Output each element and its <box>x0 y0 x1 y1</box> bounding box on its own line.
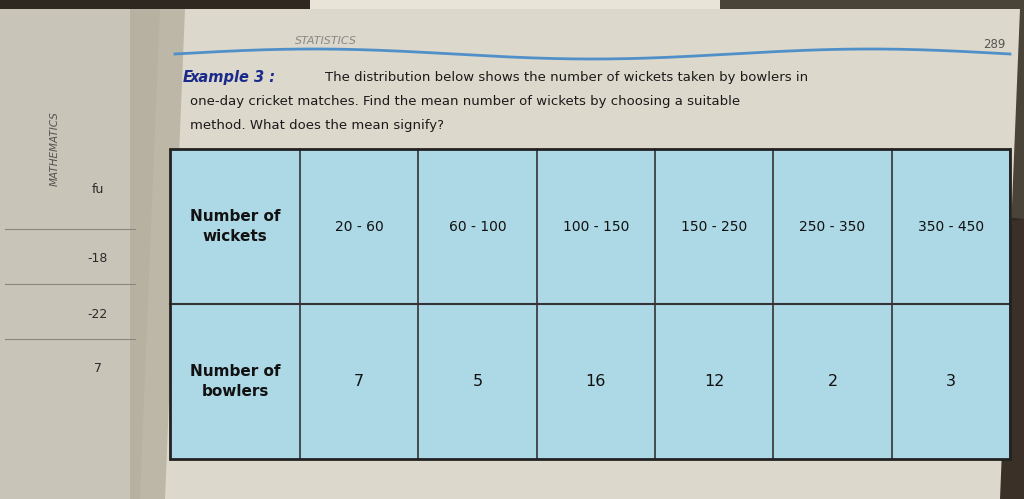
Text: 2: 2 <box>827 374 838 389</box>
Text: E: E <box>183 69 193 84</box>
Text: 350 - 450: 350 - 450 <box>918 220 984 234</box>
Text: MATHEMATICS: MATHEMATICS <box>50 112 60 187</box>
Text: method. What does the mean signify?: method. What does the mean signify? <box>190 118 444 132</box>
Text: The distribution below shows the number of wickets taken by bowlers in: The distribution below shows the number … <box>325 70 808 83</box>
Text: STATISTICS: STATISTICS <box>295 36 357 46</box>
Text: 16: 16 <box>586 374 606 389</box>
Polygon shape <box>0 9 160 499</box>
Text: Number of
bowlers: Number of bowlers <box>189 364 281 399</box>
Text: 7: 7 <box>94 362 102 376</box>
Text: 100 - 150: 100 - 150 <box>562 220 629 234</box>
Text: -22: -22 <box>88 307 109 320</box>
Text: 20 - 60: 20 - 60 <box>335 220 384 234</box>
Polygon shape <box>130 9 1020 499</box>
Text: one-day cricket matches. Find the mean number of wickets by choosing a suitable: one-day cricket matches. Find the mean n… <box>190 94 740 107</box>
Polygon shape <box>720 0 1024 219</box>
Text: 150 - 250: 150 - 250 <box>681 220 748 234</box>
Bar <box>170 149 1010 459</box>
Bar <box>170 149 1010 459</box>
Text: 5: 5 <box>472 374 482 389</box>
Text: fu: fu <box>92 183 104 196</box>
Text: 250 - 350: 250 - 350 <box>800 220 865 234</box>
Text: 12: 12 <box>703 374 724 389</box>
Polygon shape <box>0 0 1024 319</box>
Text: Number of
wickets: Number of wickets <box>189 209 281 244</box>
Polygon shape <box>310 0 820 279</box>
Text: 7: 7 <box>354 374 365 389</box>
Text: 3: 3 <box>946 374 955 389</box>
Text: 60 - 100: 60 - 100 <box>449 220 506 234</box>
Text: 289: 289 <box>983 37 1005 50</box>
Text: -18: -18 <box>88 252 109 265</box>
Text: xample 3 :: xample 3 : <box>190 69 276 84</box>
Polygon shape <box>130 9 185 499</box>
